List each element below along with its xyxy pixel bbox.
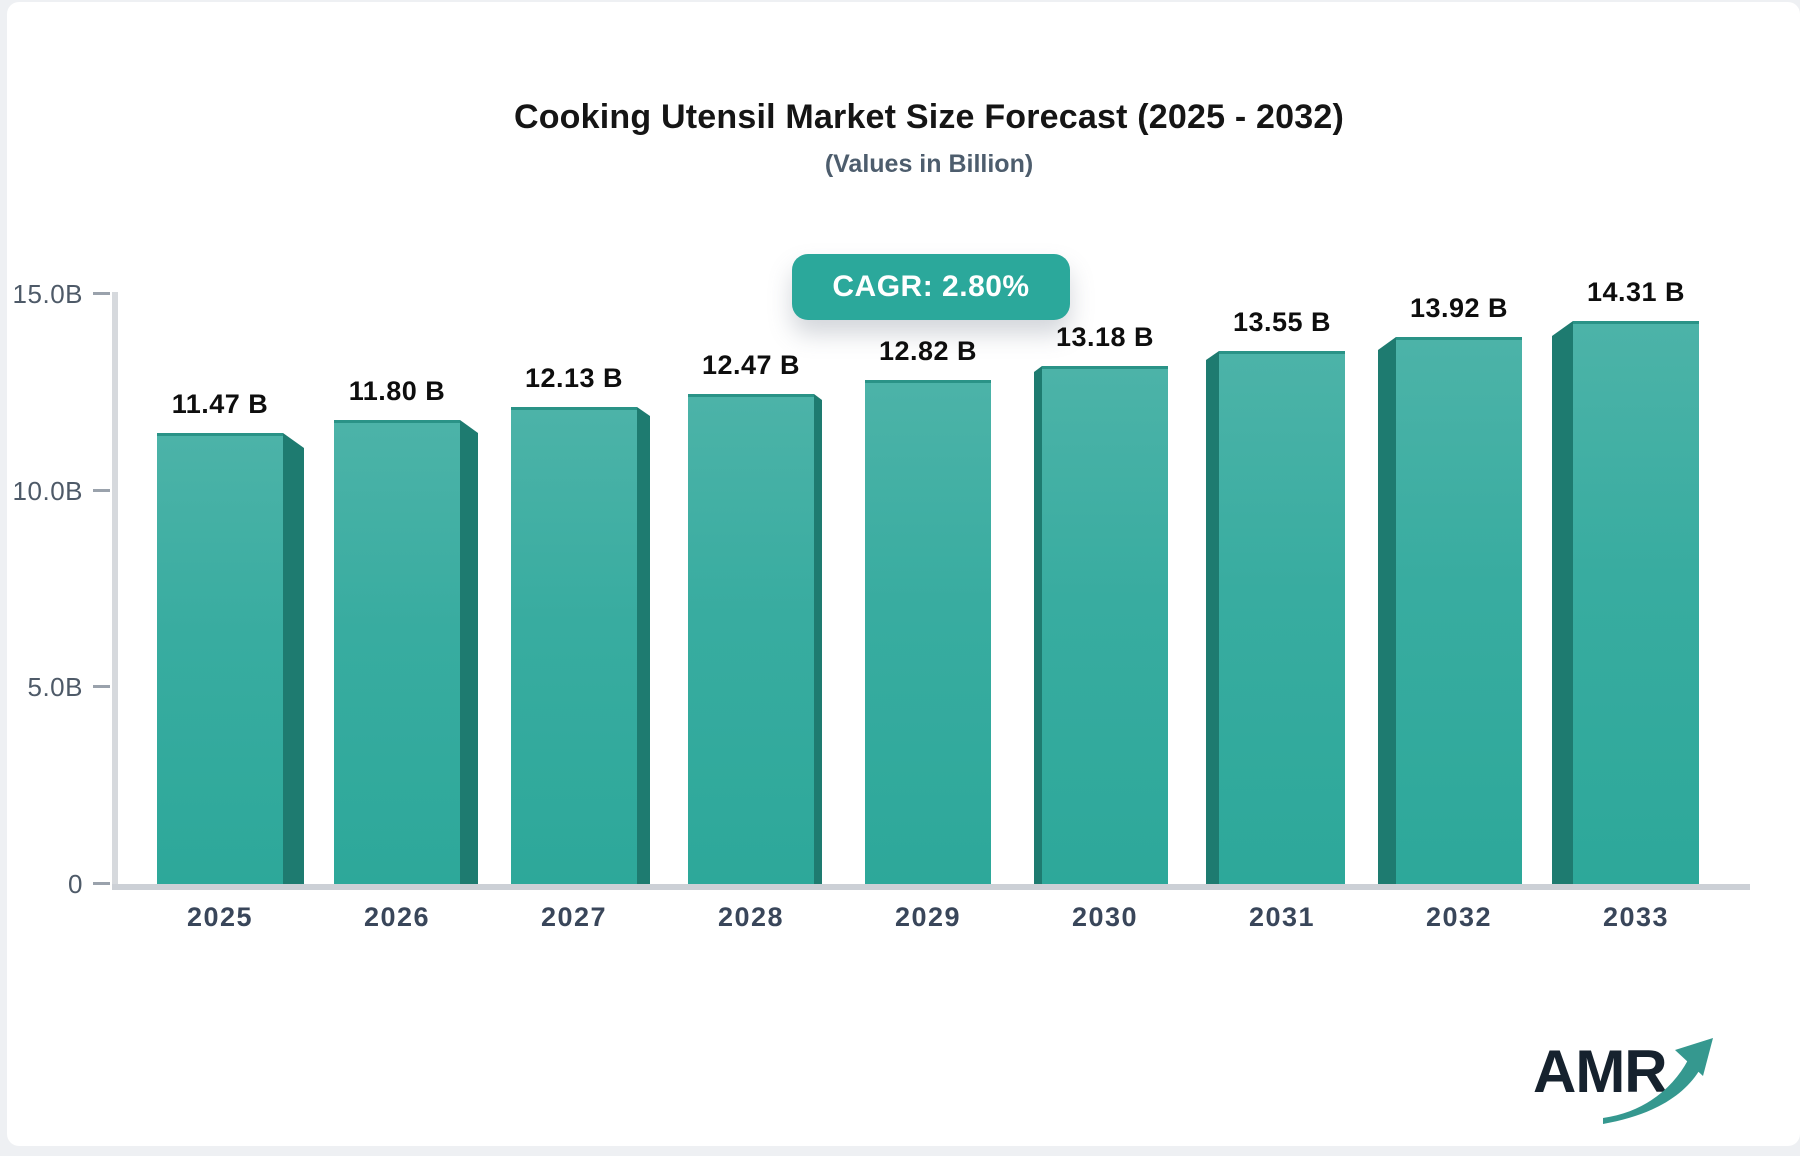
x-axis-year-label: 2027 [540,902,608,932]
bar-value-label: 11.47 B [171,389,269,419]
bar-face [1042,366,1168,884]
bar: 11.80 B 2026 [334,376,478,932]
bar-side-face [283,433,304,884]
bar-side-face [814,394,822,884]
bar: 13.92 B 2032 [1378,293,1522,932]
y-tick-dash [93,489,110,492]
x-axis-year-label: 2031 [1248,902,1316,932]
bar: 14.31 B 2033 [1552,277,1699,932]
cagr-badge: CAGR: 2.80% [792,254,1070,320]
x-axis-year-label: 2030 [1071,902,1139,932]
bar-face [1573,321,1699,884]
bar: 13.55 B 2031 [1206,307,1345,932]
bar: 11.47 B 2025 [157,389,304,932]
bar-face [334,420,460,884]
y-axis-line [112,292,118,884]
bar-side-face [637,407,650,884]
bar-value-label: 12.13 B [524,363,624,393]
y-tick-label: 15.0B [12,279,83,309]
y-tick-label: 0 [68,869,83,899]
y-tick-dash [93,685,110,688]
bar-value-label: 13.18 B [1055,322,1155,352]
bar-face [865,380,991,884]
bar: 12.47 B 2028 [688,350,822,932]
x-axis-year-label: 2026 [363,902,431,932]
bar-value-label: 14.31 B [1586,277,1686,307]
x-axis-year-label: 2029 [894,902,962,932]
chart-card: Cooking Utensil Market Size Forecast (20… [7,2,1800,1146]
bar-value-label: 11.80 B [348,376,446,406]
y-tick-label: 5.0B [27,672,83,702]
bar-side-face [1552,321,1573,884]
bar-face [511,407,637,884]
x-axis-year-label: 2032 [1425,902,1493,932]
bar-side-face [1034,366,1042,884]
amr-logo-text: AMR [1533,1038,1667,1105]
bar-face [1219,351,1345,884]
bar-face [688,394,814,884]
bar-value-label: 12.47 B [701,350,801,380]
bar: 13.18 B 2030 [1034,322,1168,932]
x-axis-year-label: 2025 [186,902,254,932]
bar: 12.82 B 2029 [865,336,991,932]
amr-logo-arrow-head [1675,1038,1713,1076]
chart-title: Cooking Utensil Market Size Forecast (20… [513,98,1345,136]
bar-side-face [1378,337,1396,884]
y-tick-label: 10.0B [12,476,83,506]
bar-side-face [1206,351,1219,884]
y-tick-dash [93,882,110,885]
bar-value-label: 13.92 B [1409,293,1509,323]
x-axis-year-label: 2033 [1602,902,1670,932]
amr-logo: AMR [1533,1038,1713,1124]
x-axis-year-label: 2028 [717,902,785,932]
x-axis-baseline [112,884,1750,890]
bar-value-label: 12.82 B [878,336,978,366]
chart-subtitle: (Values in Billion) [824,150,1034,178]
bar-face [1396,337,1522,884]
y-tick-dash [93,292,110,295]
bar-value-label: 13.55 B [1232,307,1332,337]
bar-side-face [460,420,478,884]
bar-face [157,433,283,884]
bar: 12.13 B 2027 [511,363,650,932]
amr-logo-arrow-swoosh [1603,1060,1699,1124]
